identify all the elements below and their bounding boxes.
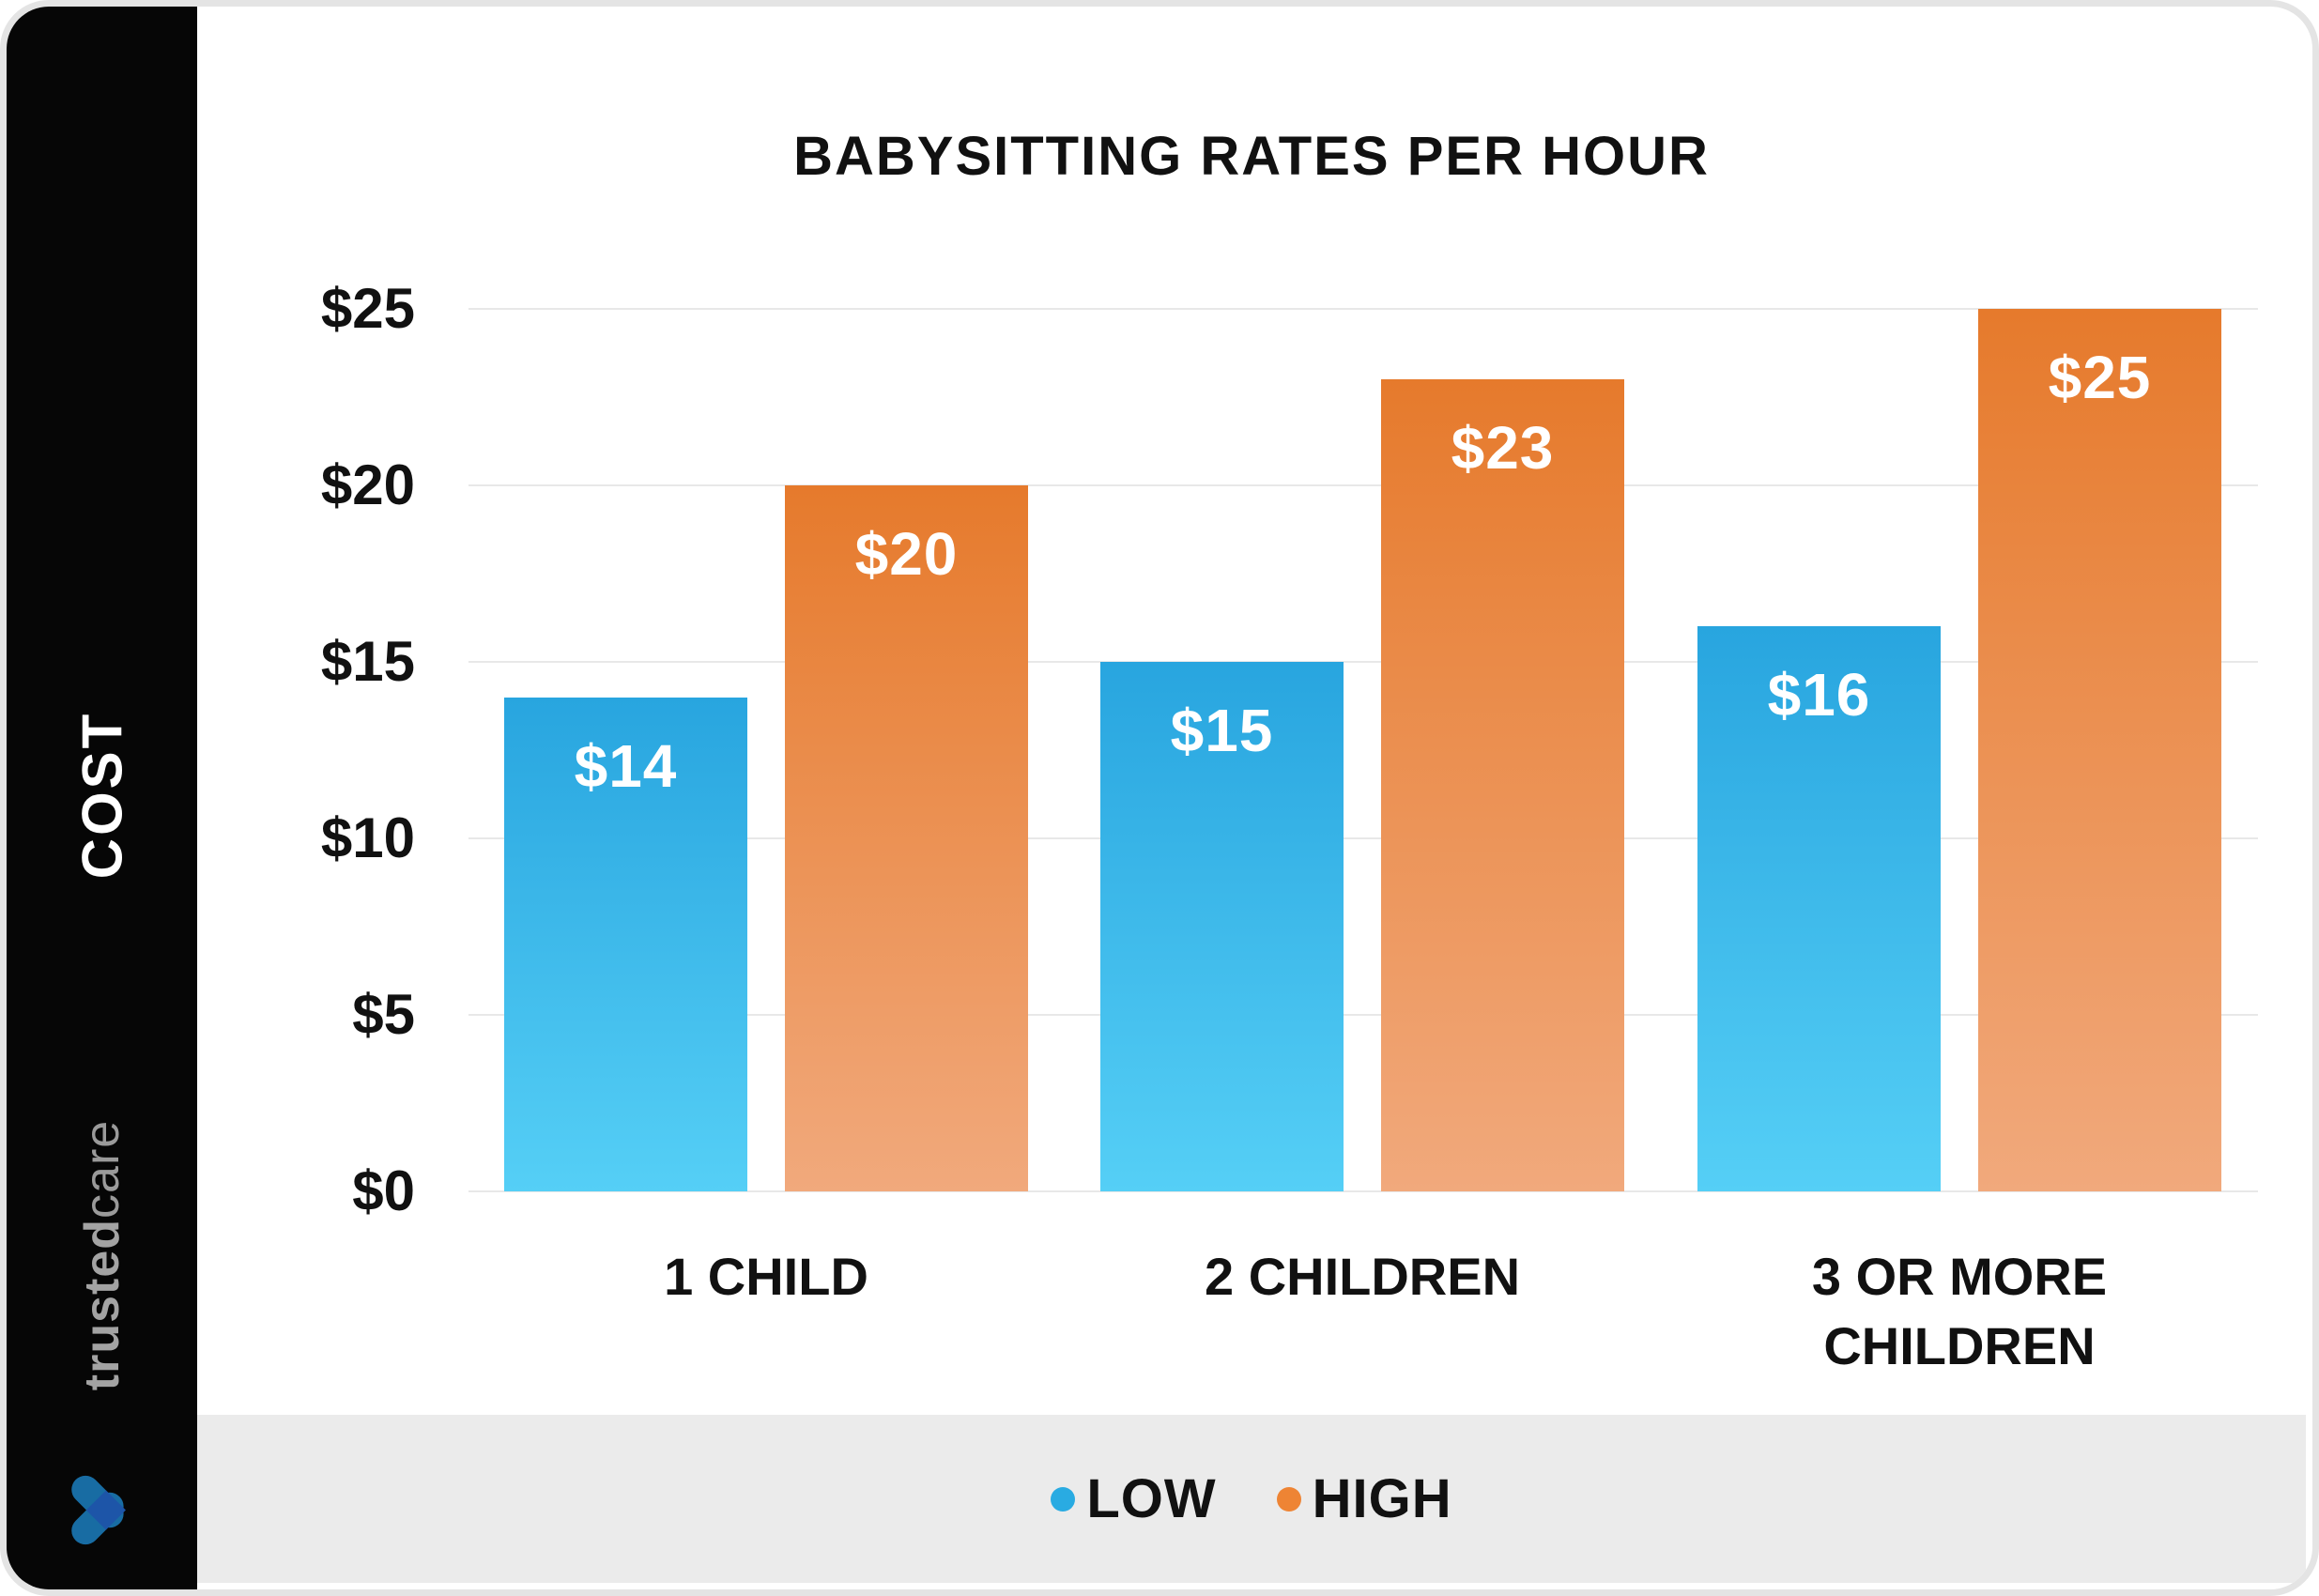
trustedcare-heart-logo-icon xyxy=(66,1470,139,1556)
bar-low: $14 xyxy=(504,697,747,1191)
bar-value-label: $16 xyxy=(1767,661,1871,729)
bar-low: $16 xyxy=(1697,626,1941,1191)
bar-low: $15 xyxy=(1100,662,1344,1191)
legend-item: HIGH xyxy=(1276,1467,1452,1530)
y-axis-tick-label: $15 xyxy=(320,630,415,693)
legend-label: LOW xyxy=(1086,1468,1217,1529)
bar-value-label: $23 xyxy=(1451,414,1555,483)
brand-wordmark: trustedcare xyxy=(74,1120,131,1390)
y-axis-tick-label: $20 xyxy=(320,453,415,516)
y-axis-tick-label: $0 xyxy=(352,1159,415,1222)
bar-value-label: $15 xyxy=(1170,697,1274,764)
y-axis-tick-label: $10 xyxy=(320,806,415,869)
legend-label: HIGH xyxy=(1312,1468,1452,1529)
bar-high: $23 xyxy=(1381,379,1624,1191)
legend: LOW HIGH xyxy=(197,1415,2306,1583)
x-axis-category-label: 1 CHILD xyxy=(664,1247,868,1306)
x-axis-category-label: 2 CHILDREN xyxy=(1204,1247,1521,1306)
brand-wordmark-light: care xyxy=(74,1119,130,1219)
gridline xyxy=(468,837,2258,839)
bar-high: $25 xyxy=(1978,309,2221,1191)
bar-value-label: $20 xyxy=(854,520,959,588)
legend-dot-icon xyxy=(1276,1486,1301,1512)
chart-title: BABYSITTING RATES PER HOUR xyxy=(793,126,1710,187)
gridline xyxy=(468,308,2258,310)
bar-value-label: $14 xyxy=(574,731,678,800)
y-axis-title: COST xyxy=(70,711,133,880)
sidebar: COST trustedcare xyxy=(7,7,197,1589)
gridline xyxy=(468,1190,2258,1192)
legend-dot-icon xyxy=(1051,1486,1076,1512)
y-axis-tick-label: $5 xyxy=(352,983,415,1046)
legend-item: LOW xyxy=(1051,1467,1216,1530)
bar-high: $20 xyxy=(785,485,1028,1191)
y-axis-tick-label: $25 xyxy=(320,277,415,340)
gridline xyxy=(468,484,2258,486)
gridline xyxy=(468,1014,2258,1016)
gridline xyxy=(468,661,2258,663)
bar-value-label: $25 xyxy=(2048,344,2152,411)
x-axis-category-label: 3 OR MORE CHILDREN xyxy=(1811,1247,2108,1375)
brand-wordmark-bold: trusted xyxy=(74,1218,130,1391)
